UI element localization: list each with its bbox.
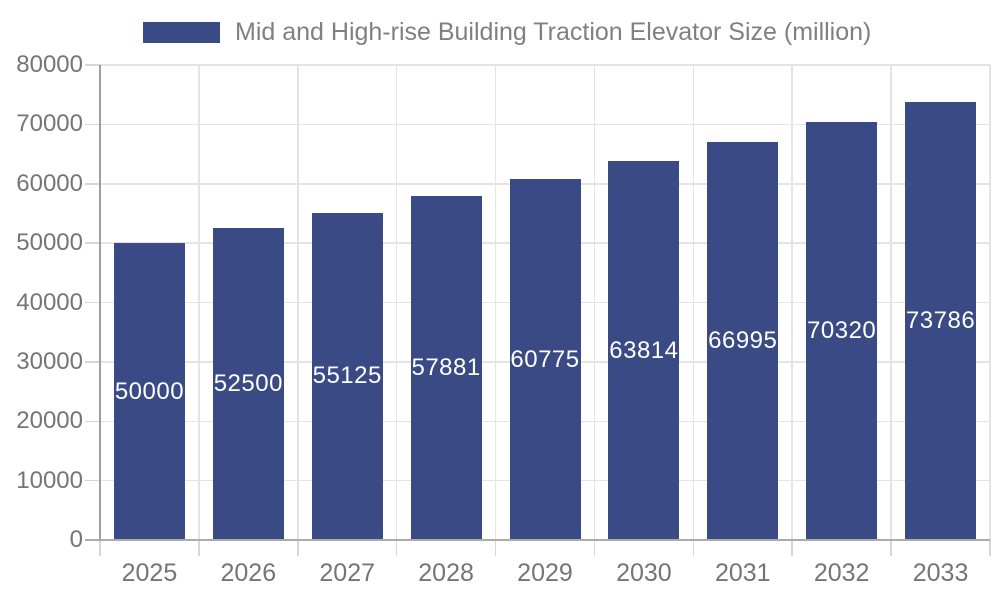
x-axis-tick-label: 2033 — [912, 559, 969, 587]
x-axis-tick-label: 2029 — [517, 559, 573, 587]
y-axis-tick-label: 30000 — [16, 347, 83, 375]
bar-2030: 63814 — [608, 161, 680, 540]
x-axis-tick-label: 2028 — [418, 559, 474, 587]
x-axis-tick-label: 2025 — [121, 559, 178, 587]
y-axis-tick-label: 50000 — [16, 229, 83, 257]
bar-value-label: 66995 — [708, 327, 778, 355]
x-axis-tick-label: 2030 — [616, 559, 672, 587]
x-tick — [593, 540, 596, 556]
bar-2025: 50000 — [113, 243, 185, 540]
x-tick — [99, 540, 101, 556]
y-tick — [85, 361, 100, 363]
y-axis-tick-label: 40000 — [16, 288, 83, 316]
x-tick — [791, 540, 793, 556]
x-gridline — [297, 65, 299, 540]
x-tick — [692, 540, 695, 556]
bar-value-label: 73786 — [905, 306, 976, 334]
y-axis-tick-label: 80000 — [16, 51, 83, 78]
x-axis-tick-label: 2032 — [813, 559, 870, 587]
bar-2029: 60775 — [509, 179, 581, 540]
x-tick — [989, 540, 991, 556]
bar-value-label: 57881 — [411, 354, 481, 382]
bar-2033: 73786 — [905, 101, 977, 540]
bar-value-label: 50000 — [114, 377, 185, 405]
y-tick — [85, 479, 100, 482]
x-gridline — [692, 65, 695, 540]
x-gridline — [198, 65, 200, 540]
x-tick — [890, 540, 892, 556]
y-tick — [85, 242, 100, 244]
y-axis-tick-label: 70000 — [16, 110, 83, 138]
bar-2032: 70320 — [806, 122, 878, 540]
x-gridline — [593, 65, 596, 540]
x-tick — [297, 540, 299, 556]
x-tick — [494, 540, 497, 556]
y-axis-line — [99, 65, 101, 541]
x-gridline — [791, 65, 793, 540]
x-axis-tick-label: 2026 — [220, 559, 277, 587]
bar-2028: 57881 — [410, 196, 482, 540]
bar-value-label: 52500 — [213, 370, 283, 398]
x-tick — [395, 540, 398, 556]
y-tick — [85, 183, 100, 185]
x-gridline — [890, 65, 892, 540]
x-axis-tick-label: 2027 — [319, 559, 376, 587]
bar-value-label: 63814 — [609, 336, 679, 364]
bar-value-label: 60775 — [510, 345, 580, 373]
x-axis-line — [85, 539, 990, 541]
y-tick — [85, 123, 100, 126]
legend-swatch — [143, 22, 220, 43]
y-tick — [85, 420, 100, 422]
bar-value-label: 55125 — [312, 362, 382, 390]
x-gridline — [494, 65, 497, 540]
x-tick — [198, 540, 200, 556]
y-tick — [85, 301, 100, 304]
y-axis-tick-label: 10000 — [16, 466, 83, 494]
y-axis-tick-label: 0 — [69, 526, 83, 553]
bar-2027: 55125 — [311, 212, 383, 540]
y-gridline — [100, 64, 990, 66]
x-gridline — [395, 65, 398, 540]
legend-label: Mid and High-rise Building Traction Elev… — [235, 18, 872, 46]
y-axis-tick-label: 20000 — [16, 407, 83, 435]
y-tick — [85, 64, 100, 66]
y-axis-tick-label: 60000 — [16, 169, 83, 197]
x-axis-tick-label: 2031 — [714, 559, 771, 587]
x-gridline — [989, 65, 991, 540]
y-gridline — [100, 123, 990, 126]
bar-2031: 66995 — [707, 142, 779, 540]
bar-value-label: 70320 — [807, 317, 877, 345]
bar-2026: 52500 — [212, 228, 284, 540]
